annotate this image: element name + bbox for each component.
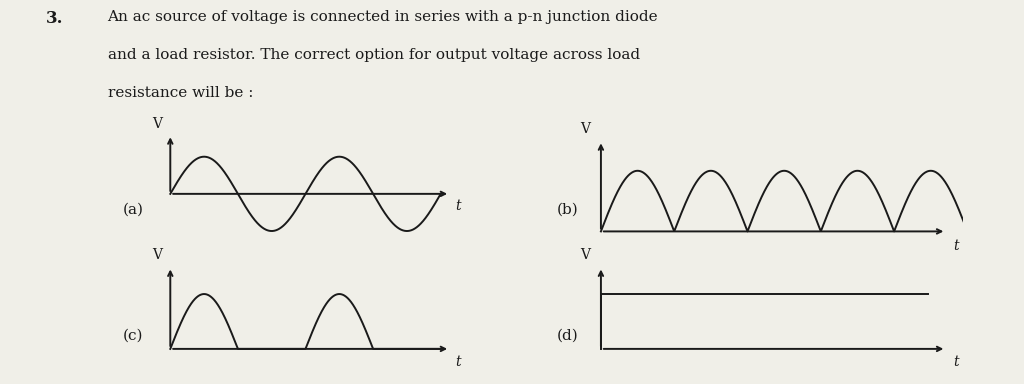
Text: An ac source of voltage is connected in series with a p-n junction diode: An ac source of voltage is connected in … [108,10,658,23]
Text: t: t [953,239,958,253]
Text: and a load resistor. The correct option for output voltage across load: and a load resistor. The correct option … [108,48,640,62]
Text: t: t [953,356,958,369]
Text: V: V [581,122,591,136]
Text: 3.: 3. [46,10,63,26]
Text: (b): (b) [557,202,579,216]
Text: (a): (a) [122,202,143,216]
Text: (c): (c) [122,329,142,343]
Text: V: V [152,248,162,263]
Text: V: V [152,118,162,131]
Text: resistance will be :: resistance will be : [108,86,253,100]
Text: t: t [456,356,461,369]
Text: t: t [456,199,461,213]
Text: (d): (d) [557,329,579,343]
Text: V: V [581,248,591,263]
